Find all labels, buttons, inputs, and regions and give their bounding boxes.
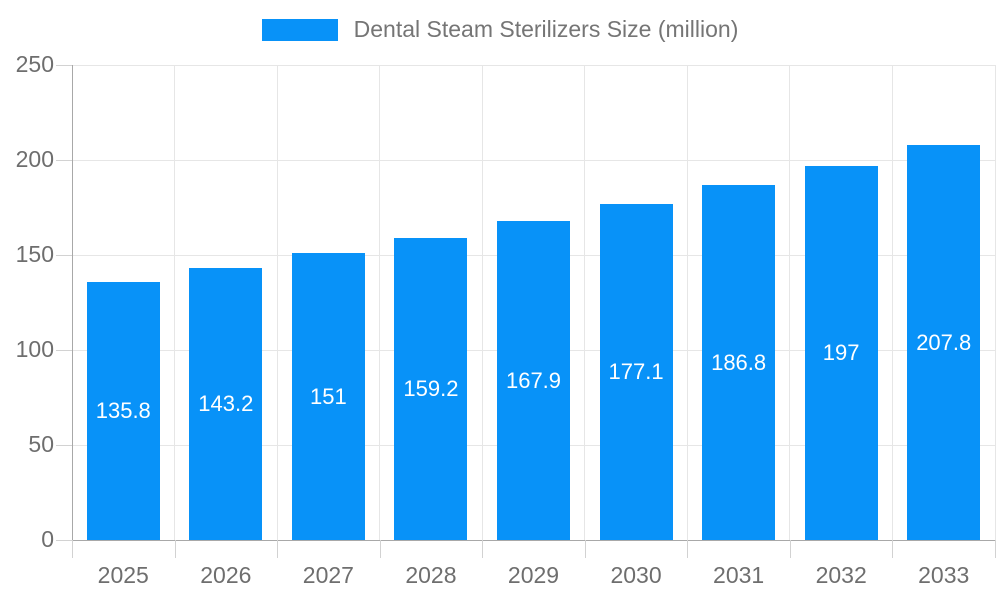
- x-axis-tick-label: 2030: [610, 562, 662, 588]
- x-axis-tick: [72, 540, 73, 558]
- y-axis-tick: [56, 255, 72, 256]
- gridline-vertical: [686, 65, 688, 540]
- bar-value-label: 197: [822, 339, 860, 365]
- bar-value-label: 135.8: [95, 397, 151, 423]
- x-axis-tick: [687, 540, 689, 558]
- x-axis-tick: [995, 540, 996, 558]
- bar-value-label: 159.2: [403, 375, 459, 401]
- x-axis-tick-label: 2026: [200, 562, 252, 588]
- bar-2027[interactable]: 151: [291, 253, 365, 540]
- gridline-vertical: [174, 65, 176, 540]
- x-axis-tick: [174, 540, 176, 558]
- y-axis-tick: [56, 540, 72, 541]
- x-axis-tick-label: 2033: [918, 562, 970, 588]
- x-axis-tick: [482, 540, 484, 558]
- bar-value-label: 186.8: [711, 349, 767, 375]
- x-axis-tick: [892, 540, 894, 558]
- bar-value-label: 207.8: [916, 329, 972, 355]
- bar-2028[interactable]: 159.2: [394, 237, 468, 540]
- gridline-vertical: [276, 65, 278, 540]
- bar-value-label: 177.1: [608, 358, 664, 384]
- y-axis-tick-label: 150: [15, 240, 54, 267]
- bar-2026[interactable]: 143.2: [189, 267, 263, 540]
- y-axis-tick: [56, 65, 72, 66]
- bar-2030[interactable]: 177.1: [599, 203, 673, 540]
- legend-label: Dental Steam Sterilizers Size (million): [353, 16, 739, 42]
- gridline-vertical: [891, 65, 893, 540]
- gridline-horizontal: [72, 64, 995, 66]
- gridline-vertical: [994, 65, 996, 540]
- legend[interactable]: Dental Steam Sterilizers Size (million): [0, 16, 1000, 43]
- x-axis-tick: [379, 540, 381, 558]
- x-axis-tick: [277, 540, 279, 558]
- x-axis-tick-label: 2025: [97, 562, 149, 588]
- bar-value-label: 151: [310, 383, 347, 409]
- y-axis-tick: [56, 160, 72, 161]
- plot-area: 135.8 143.2 151 159.2 167.9 177.1 186.8 197 207.…: [72, 64, 996, 540]
- bar-2032[interactable]: 197: [804, 165, 878, 540]
- bar-2033[interactable]: 207.8: [907, 145, 981, 540]
- y-axis-tick-label: 50: [28, 430, 54, 457]
- y-axis-line: [72, 65, 73, 558]
- x-axis-line: [72, 540, 995, 541]
- y-axis-tick-label: 0: [41, 525, 54, 552]
- gridline-vertical: [481, 65, 483, 540]
- y-axis-tick-label: 200: [15, 145, 54, 172]
- bar-2031[interactable]: 186.8: [702, 185, 776, 540]
- gridline-vertical: [379, 65, 381, 540]
- bar-2025[interactable]: 135.8: [86, 281, 160, 540]
- x-axis-tick-label: 2031: [713, 562, 765, 588]
- gridline-vertical: [789, 65, 791, 540]
- x-axis-tick: [789, 540, 791, 558]
- bar-value-label: 167.9: [505, 367, 562, 393]
- gridline-vertical: [584, 65, 586, 540]
- gridline-horizontal: [72, 159, 995, 161]
- y-axis-tick-label: 250: [15, 50, 54, 77]
- legend-swatch: [261, 18, 338, 41]
- x-axis-tick: [584, 540, 586, 558]
- bar-2029[interactable]: 167.9: [497, 221, 570, 540]
- y-axis-tick: [56, 445, 72, 446]
- x-axis-tick-label: 2028: [405, 562, 457, 588]
- x-axis-tick-label: 2029: [507, 562, 560, 588]
- bar-value-label: 143.2: [198, 390, 254, 416]
- x-axis-tick-label: 2027: [302, 562, 354, 588]
- y-axis-tick: [56, 350, 72, 351]
- y-axis-tick-label: 100: [15, 335, 54, 362]
- x-axis-tick-label: 2032: [815, 562, 867, 588]
